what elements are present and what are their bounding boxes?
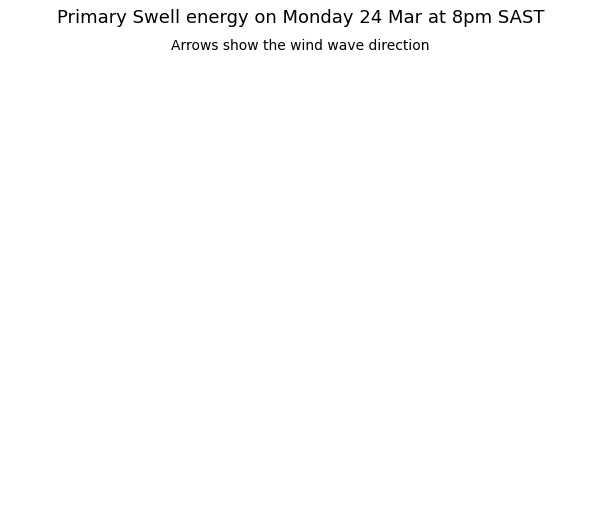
- Text: Cartopy required for map rendering: Cartopy required for map rendering: [152, 276, 449, 294]
- Text: Arrows show the wind wave direction: Arrows show the wind wave direction: [171, 39, 430, 53]
- Text: Primary Swell energy on Monday 24 Mar at 8pm SAST: Primary Swell energy on Monday 24 Mar at…: [56, 9, 545, 27]
